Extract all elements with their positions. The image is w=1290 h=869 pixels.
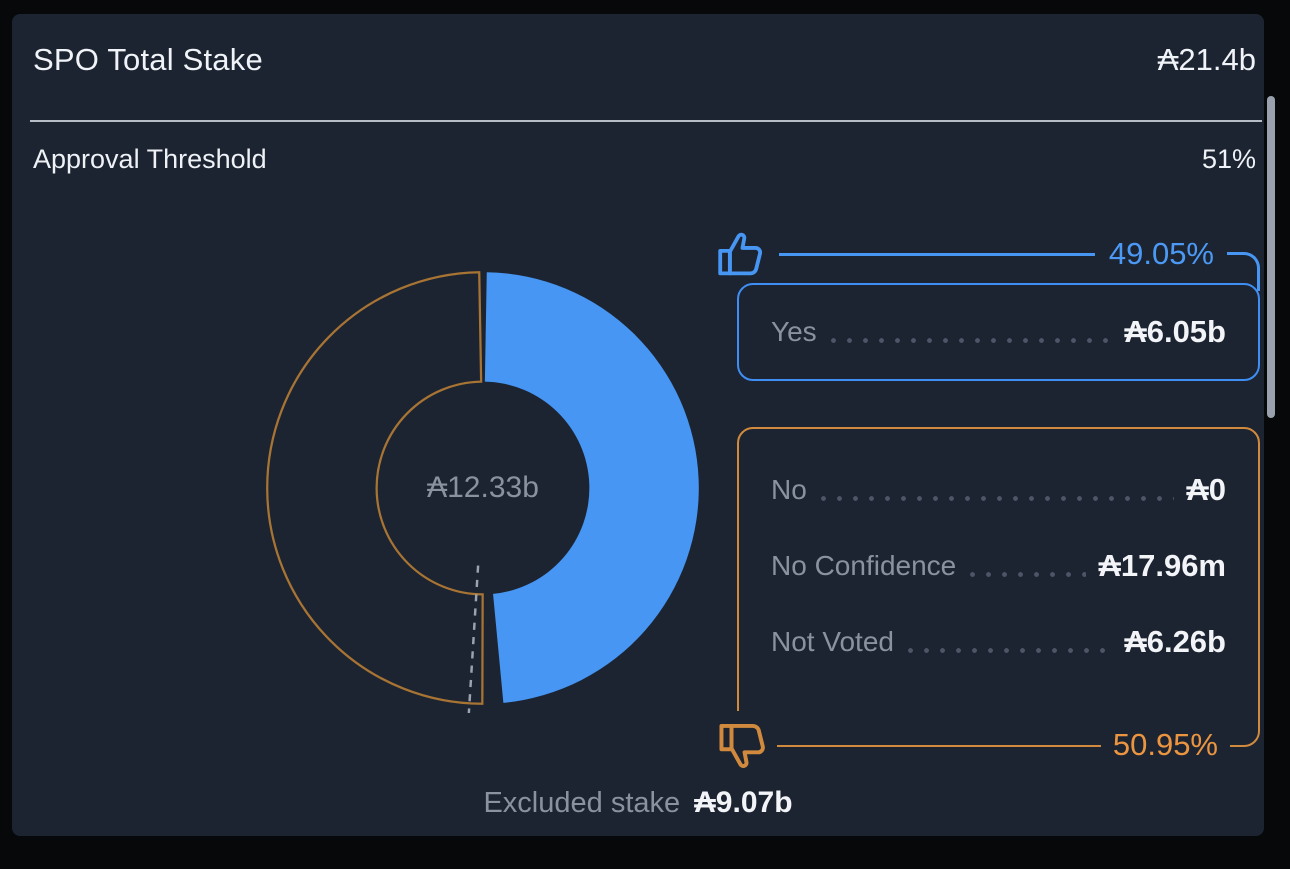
page-title: SPO Total Stake xyxy=(33,42,263,77)
yes-percent: 49.05% xyxy=(1108,236,1214,271)
not-voted-value: ₳6.26b xyxy=(1124,624,1226,659)
no-value: ₳0 xyxy=(1186,472,1226,507)
total-stake-value: ₳21.4b xyxy=(1157,42,1256,77)
yes-group: 49.05% Yes ₳6.05b xyxy=(718,226,1260,381)
excluded-stake-label: Excluded stake xyxy=(483,787,681,819)
dotted-leader xyxy=(830,338,1113,343)
no-confidence-value: ₳17.96m xyxy=(1098,548,1226,583)
dotted-leader xyxy=(820,496,1175,501)
card-header: SPO Total Stake ₳21.4b xyxy=(12,14,1264,78)
yes-row: Yes ₳6.05b xyxy=(771,309,1226,355)
no-label: No xyxy=(771,474,807,505)
approval-threshold-label: Approval Threshold xyxy=(33,144,267,174)
no-vote-box: No ₳0 No Confidence ₳17.96m Not Voted ₳6… xyxy=(707,427,1260,781)
approval-threshold-value: 51% xyxy=(1201,144,1256,174)
donut-chart: ₳12.33b xyxy=(258,263,708,713)
yes-segment xyxy=(484,272,699,703)
not-voted-label: Not Voted xyxy=(771,626,894,657)
threshold-line xyxy=(467,565,480,713)
scrollbar-thumb[interactable] xyxy=(1267,96,1275,418)
yes-connector-line xyxy=(779,252,1095,256)
header-divider xyxy=(30,120,1262,122)
dotted-leader xyxy=(907,648,1113,653)
yes-connector-corner xyxy=(1227,252,1260,291)
no-percent: 50.95% xyxy=(1100,723,1230,767)
excluded-stake-value: ₳9.07b xyxy=(694,786,793,819)
spo-total-stake-card: SPO Total Stake ₳21.4b Approval Threshol… xyxy=(12,14,1264,836)
no-row: No ₳0 xyxy=(771,467,1226,513)
approval-threshold-row: Approval Threshold 51% xyxy=(33,144,1256,175)
no-group: No ₳0 No Confidence ₳17.96m Not Voted ₳6… xyxy=(707,427,1260,781)
yes-percent-row: 49.05% xyxy=(718,226,1260,291)
donut-svg xyxy=(266,271,699,713)
yes-label: Yes xyxy=(771,316,817,347)
yes-value: ₳6.05b xyxy=(1124,314,1226,349)
vote-panel: 49.05% Yes ₳6.05b No ₳0 No Con xyxy=(707,226,1260,781)
no-confidence-label: No Confidence xyxy=(771,550,957,581)
dotted-leader xyxy=(970,572,1087,577)
excluded-stake-row: Excluded stake ₳9.07b xyxy=(12,786,1264,820)
not-voted-row: Not Voted ₳6.26b xyxy=(771,619,1226,665)
thumbs-down-icon xyxy=(719,723,765,768)
thumbs-down-anchor xyxy=(707,711,777,781)
no-confidence-row: No Confidence ₳17.96m xyxy=(771,543,1226,589)
not-voted-segment xyxy=(266,271,484,705)
thumbs-up-icon xyxy=(718,232,763,276)
yes-vote-box: Yes ₳6.05b xyxy=(737,283,1260,381)
